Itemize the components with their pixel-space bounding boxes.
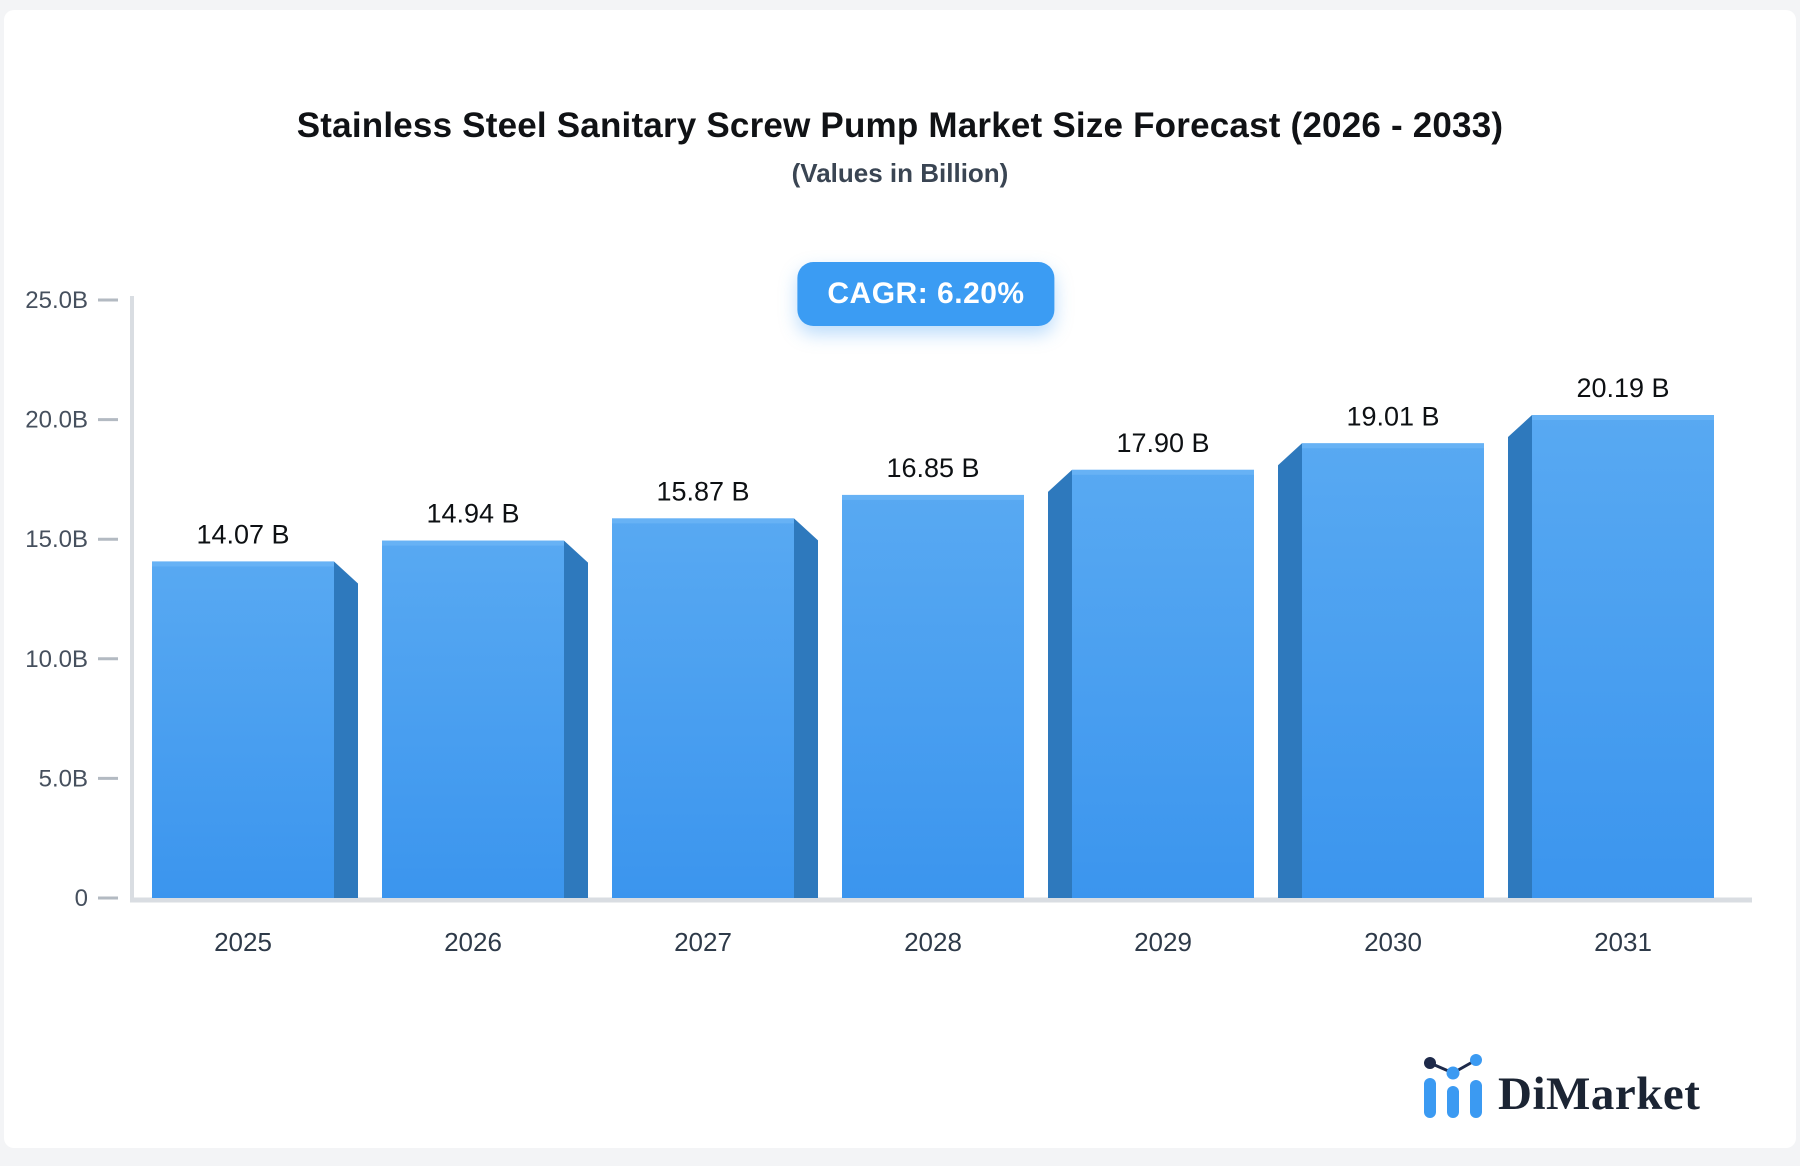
bar-side-2027 <box>794 518 818 898</box>
x-axis-label: 2027 <box>674 927 732 957</box>
bar-value-label: 20.19 B <box>1576 373 1669 403</box>
bar-side-2025 <box>334 561 358 898</box>
bar-value-label: 14.94 B <box>426 499 519 529</box>
bar-side-2030 <box>1278 443 1302 898</box>
chart-subtitle: (Values in Billion) <box>791 158 1009 188</box>
icon-bar-left <box>1424 1078 1436 1118</box>
trend-dot-middle <box>1446 1066 1460 1080</box>
icon-bar-middle <box>1447 1086 1459 1118</box>
x-axis-label: 2026 <box>444 927 502 957</box>
cagr-badge: CAGR: 6.20% <box>797 262 1055 326</box>
bar-top-highlight <box>1302 443 1484 449</box>
bar-2031[interactable] <box>1532 415 1714 898</box>
bar-side-2029 <box>1048 469 1072 898</box>
trend-dot-left <box>1424 1057 1436 1069</box>
bar-value-label: 16.85 B <box>886 453 979 483</box>
x-axis-label: 2028 <box>904 927 962 957</box>
y-axis-tick-label: 0 <box>75 885 88 912</box>
y-axis-tick-label: 10.0B <box>25 646 88 673</box>
bar-2026[interactable] <box>382 540 564 898</box>
bar-value-label: 15.87 B <box>656 476 749 506</box>
trend-dot-right <box>1470 1054 1482 1066</box>
bar-value-label: 19.01 B <box>1346 401 1439 431</box>
bar-2027[interactable] <box>612 518 794 898</box>
bar-2029[interactable] <box>1072 469 1254 898</box>
y-axis-tick-label: 20.0B <box>25 407 88 434</box>
x-axis-label: 2030 <box>1364 927 1422 957</box>
y-axis-tick-label: 5.0B <box>39 765 88 792</box>
x-axis-label: 2031 <box>1594 927 1652 957</box>
logo-text: DiMarket <box>1498 1068 1701 1120</box>
bar-value-label: 17.90 B <box>1116 428 1209 458</box>
x-axis-label: 2025 <box>214 927 272 957</box>
bar-value-label: 14.07 B <box>196 519 289 549</box>
bar-2025[interactable] <box>152 561 334 898</box>
icon-bar-right <box>1470 1080 1482 1118</box>
y-axis-tick-label: 15.0B <box>25 526 88 553</box>
bar-2028[interactable] <box>842 494 1024 898</box>
bar-top-highlight <box>152 561 334 567</box>
x-axis-label: 2029 <box>1134 927 1192 957</box>
bar-side-2026 <box>564 540 588 898</box>
bar-chart-trend-icon <box>1424 1054 1482 1118</box>
bar-top-highlight <box>842 494 1024 500</box>
bar-top-highlight <box>612 518 794 524</box>
chart-card: Stainless Steel Sanitary Screw Pump Mark… <box>4 10 1796 1148</box>
cagr-badge-label: CAGR: 6.20% <box>827 277 1025 310</box>
y-axis-tick-label: 25.0B <box>25 287 88 314</box>
bar-side-2031 <box>1508 415 1532 898</box>
bar-top-highlight <box>1532 415 1714 421</box>
bar-chart: 0 5.0B 10.0B 15.0B 20.0B 25.0B 14.07 B 2025 14.9… <box>25 287 1752 957</box>
bar-2030[interactable] <box>1302 443 1484 898</box>
bar-top-highlight <box>1072 469 1254 475</box>
chart-title: Stainless Steel Sanitary Screw Pump Mark… <box>296 106 1504 145</box>
dimarket-logo: DiMarket <box>1422 1050 1700 1118</box>
bar-top-highlight <box>382 540 564 546</box>
